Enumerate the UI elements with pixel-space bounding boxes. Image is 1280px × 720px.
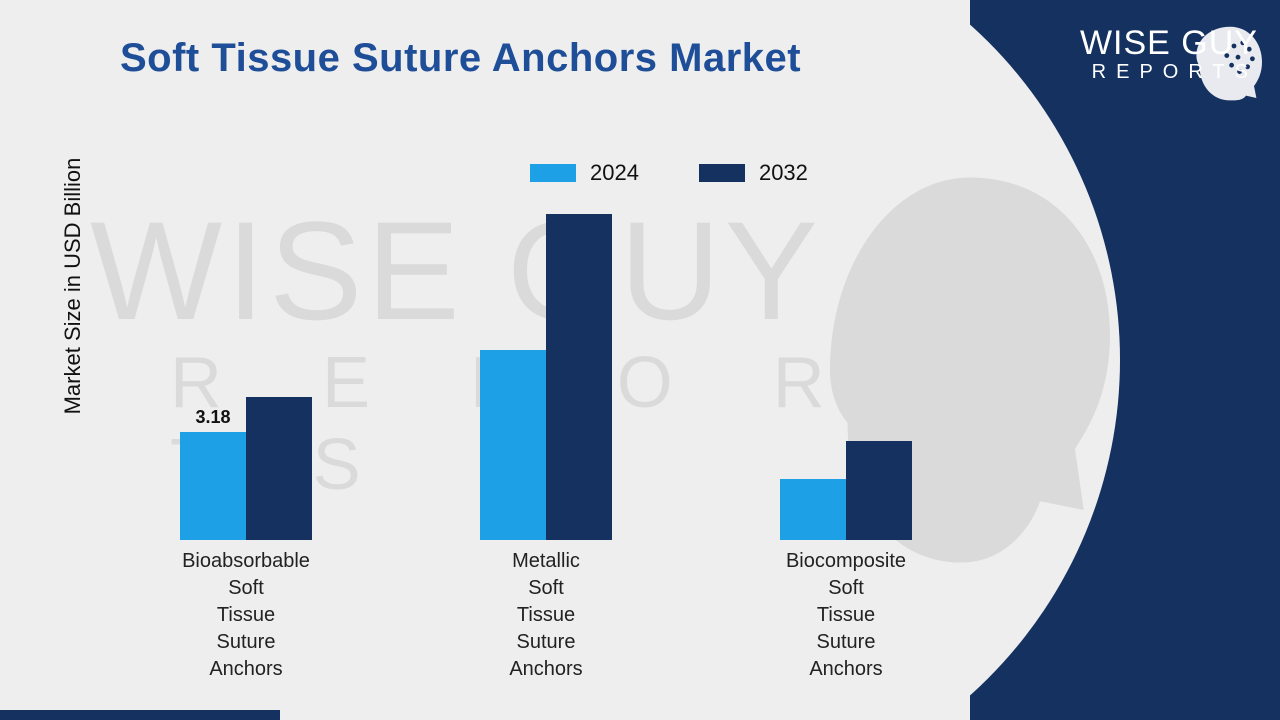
bottom-accent-bar xyxy=(0,710,280,720)
legend-item-2024: 2024 xyxy=(530,160,639,186)
bar-2-2024 xyxy=(780,479,846,540)
x-tick-label: MetallicSoftTissueSutureAnchors xyxy=(456,548,636,683)
brand-line1: WISE GUY xyxy=(1080,26,1258,60)
legend-item-2032: 2032 xyxy=(699,160,808,186)
chart-area: Market Size in USD Billion 2024 2032 3.1… xyxy=(60,160,960,700)
brand-logo-text: WISE GUY REPORTS xyxy=(1080,26,1258,82)
x-tick-label: BiocompositeSoftTissueSutureAnchors xyxy=(756,548,936,683)
legend-label-2032: 2032 xyxy=(759,160,808,186)
legend-label-2024: 2024 xyxy=(590,160,639,186)
bar-0-2032 xyxy=(246,397,312,540)
page-root: WISE GUY R E P O R T S Soft Tissue Sutur… xyxy=(0,0,1280,720)
y-axis-label: Market Size in USD Billion xyxy=(60,158,86,415)
bar-1-2024 xyxy=(480,350,546,540)
bar-1-2032 xyxy=(546,214,612,540)
plot-region: 3.18 xyxy=(170,200,970,540)
x-tick-label: BioabsorbableSoftTissueSutureAnchors xyxy=(156,548,336,683)
bar-0-2024 xyxy=(180,432,246,540)
legend: 2024 2032 xyxy=(530,160,808,186)
bar-value-label: 3.18 xyxy=(180,407,246,428)
bar-2-2032 xyxy=(846,441,912,540)
brand-line2: REPORTS xyxy=(1080,62,1258,82)
legend-swatch-2024 xyxy=(530,164,576,182)
legend-swatch-2032 xyxy=(699,164,745,182)
chart-title: Soft Tissue Suture Anchors Market xyxy=(120,36,801,81)
